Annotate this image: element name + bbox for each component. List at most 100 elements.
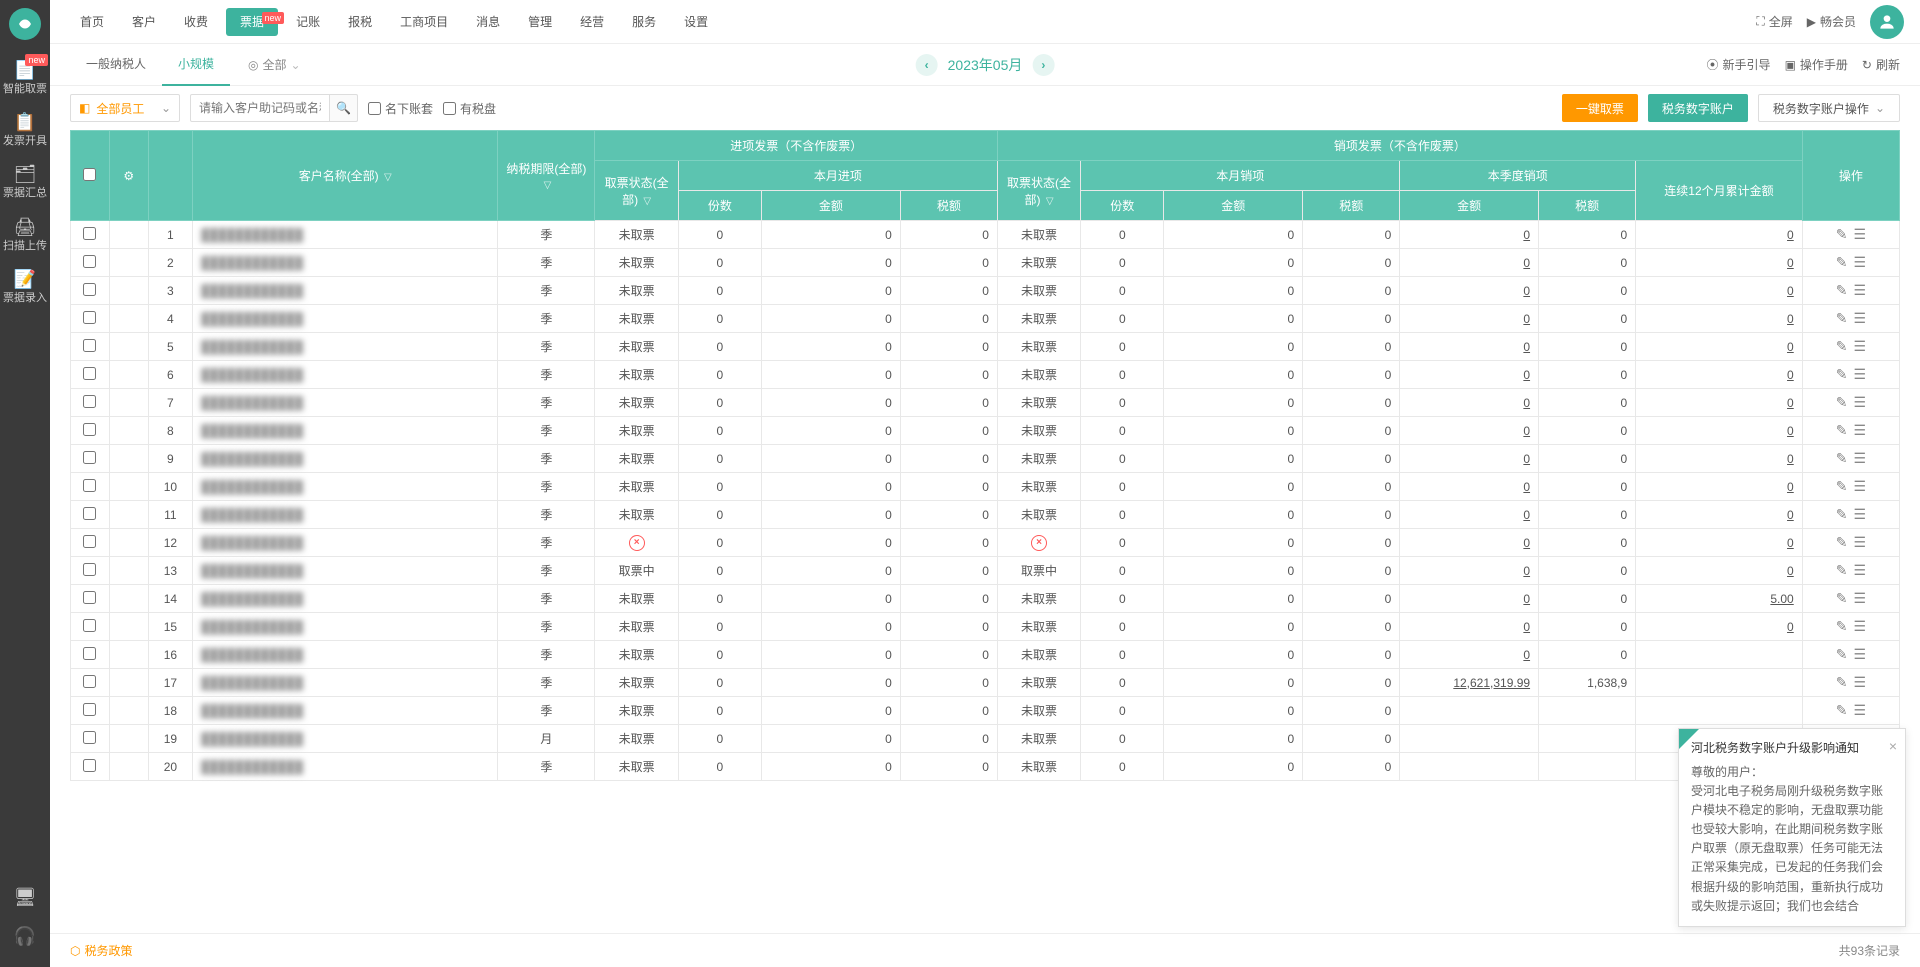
more-icon[interactable]: ☰ xyxy=(1853,422,1866,438)
row-checkbox[interactable] xyxy=(71,669,110,697)
more-icon[interactable]: ☰ xyxy=(1853,478,1866,494)
row-checkbox[interactable] xyxy=(71,501,110,529)
customer-name-cell[interactable]: ████████████ xyxy=(193,249,498,277)
tax-period-header[interactable]: 纳税期限(全部) ▽ xyxy=(498,131,595,221)
year-amount-link[interactable] xyxy=(1636,697,1803,725)
row-checkbox[interactable] xyxy=(71,305,110,333)
year-amount-link[interactable]: 0 xyxy=(1636,445,1803,473)
customer-name-cell[interactable]: ████████████ xyxy=(193,529,498,557)
more-icon[interactable]: ☰ xyxy=(1853,366,1866,382)
settings-column[interactable]: ⚙ xyxy=(109,131,148,221)
quarter-amount-link[interactable]: 0 xyxy=(1400,417,1539,445)
year-amount-link[interactable]: 0 xyxy=(1636,613,1803,641)
quarter-amount-link[interactable]: 12,621,319.99 xyxy=(1400,669,1539,697)
manual-link[interactable]: ▣ 操作手册 xyxy=(1785,56,1848,73)
next-month-button[interactable]: › xyxy=(1032,54,1054,76)
year-amount-link[interactable]: 0 xyxy=(1636,501,1803,529)
tab-小规模[interactable]: 小规模 xyxy=(162,44,230,86)
nav-管理[interactable]: 管理 xyxy=(514,0,566,44)
close-notification-icon[interactable]: × xyxy=(1889,735,1897,757)
app-logo[interactable] xyxy=(9,8,41,40)
customer-name-cell[interactable]: ████████████ xyxy=(193,389,498,417)
customer-name-cell[interactable]: ████████████ xyxy=(193,221,498,249)
year-amount-link[interactable]: 5.00 xyxy=(1636,585,1803,613)
row-checkbox[interactable] xyxy=(71,585,110,613)
edit-icon[interactable]: ✎ xyxy=(1836,310,1848,326)
tax-policy-link[interactable]: ⬡ 税务政策 xyxy=(70,942,133,959)
more-icon[interactable]: ☰ xyxy=(1853,618,1866,634)
year-amount-link[interactable]: 0 xyxy=(1636,277,1803,305)
customer-name-cell[interactable]: ████████████ xyxy=(193,305,498,333)
sidebar-bottom-icon[interactable]: 🖥 xyxy=(0,879,50,918)
customer-name-cell[interactable]: ████████████ xyxy=(193,501,498,529)
select-all-checkbox[interactable] xyxy=(71,131,110,221)
customer-name-header[interactable]: 客户名称(全部) ▽ xyxy=(193,131,498,221)
customer-name-cell[interactable]: ████████████ xyxy=(193,445,498,473)
row-checkbox[interactable] xyxy=(71,445,110,473)
sidebar-item-扫描上传[interactable]: 🖨扫描上传 xyxy=(0,209,50,261)
edit-icon[interactable]: ✎ xyxy=(1836,254,1848,270)
nav-记账[interactable]: 记账 xyxy=(282,0,334,44)
edit-icon[interactable]: ✎ xyxy=(1836,338,1848,354)
nav-收费[interactable]: 收费 xyxy=(170,0,222,44)
row-checkbox[interactable] xyxy=(71,753,110,781)
quarter-amount-link[interactable] xyxy=(1400,753,1539,781)
customer-search-input[interactable] xyxy=(190,94,330,122)
row-checkbox[interactable] xyxy=(71,389,110,417)
nav-客户[interactable]: 客户 xyxy=(118,0,170,44)
sidebar-item-智能取票[interactable]: 📄智能取票new xyxy=(0,52,50,104)
row-checkbox[interactable] xyxy=(71,697,110,725)
more-icon[interactable]: ☰ xyxy=(1853,646,1866,662)
nav-消息[interactable]: 消息 xyxy=(462,0,514,44)
employee-select[interactable]: ◧全部员工⌄ xyxy=(70,94,180,122)
quarter-amount-link[interactable] xyxy=(1400,725,1539,753)
year-amount-link[interactable]: 0 xyxy=(1636,361,1803,389)
edit-icon[interactable]: ✎ xyxy=(1836,534,1848,550)
quarter-amount-link[interactable]: 0 xyxy=(1400,305,1539,333)
quarter-amount-link[interactable]: 0 xyxy=(1400,445,1539,473)
quarter-amount-link[interactable]: 0 xyxy=(1400,333,1539,361)
more-icon[interactable]: ☰ xyxy=(1853,226,1866,242)
nav-服务[interactable]: 服务 xyxy=(618,0,670,44)
sidebar-item-发票开具[interactable]: 📋发票开具 xyxy=(0,104,50,156)
year-amount-link[interactable]: 0 xyxy=(1636,557,1803,585)
nav-设置[interactable]: 设置 xyxy=(670,0,722,44)
more-icon[interactable]: ☰ xyxy=(1853,562,1866,578)
year-amount-link[interactable]: 0 xyxy=(1636,417,1803,445)
edit-icon[interactable]: ✎ xyxy=(1836,646,1848,662)
quarter-amount-link[interactable]: 0 xyxy=(1400,585,1539,613)
nav-经营[interactable]: 经营 xyxy=(566,0,618,44)
sidebar-item-票据录入[interactable]: 📝票据录入 xyxy=(0,261,50,313)
edit-icon[interactable]: ✎ xyxy=(1836,282,1848,298)
edit-icon[interactable]: ✎ xyxy=(1836,450,1848,466)
out-status-header[interactable]: 取票状态(全部) ▽ xyxy=(997,161,1080,221)
more-icon[interactable]: ☰ xyxy=(1853,254,1866,270)
search-button[interactable]: 🔍 xyxy=(330,94,358,122)
customer-name-cell[interactable]: ████████████ xyxy=(193,277,498,305)
edit-icon[interactable]: ✎ xyxy=(1836,506,1848,522)
customer-name-cell[interactable]: ████████████ xyxy=(193,585,498,613)
prev-month-button[interactable]: ‹ xyxy=(916,54,938,76)
nav-票据[interactable]: 票据new xyxy=(226,8,278,36)
row-checkbox[interactable] xyxy=(71,333,110,361)
row-checkbox[interactable] xyxy=(71,277,110,305)
quarter-amount-link[interactable]: 0 xyxy=(1400,473,1539,501)
more-icon[interactable]: ☰ xyxy=(1853,310,1866,326)
more-icon[interactable]: ☰ xyxy=(1853,338,1866,354)
edit-icon[interactable]: ✎ xyxy=(1836,618,1848,634)
nav-首页[interactable]: 首页 xyxy=(66,0,118,44)
year-amount-link[interactable]: 0 xyxy=(1636,473,1803,501)
edit-icon[interactable]: ✎ xyxy=(1836,590,1848,606)
more-icon[interactable]: ☰ xyxy=(1853,590,1866,606)
quarter-amount-link[interactable]: 0 xyxy=(1400,501,1539,529)
year-amount-link[interactable] xyxy=(1636,669,1803,697)
period-label[interactable]: 2023年05月 xyxy=(948,55,1023,75)
more-icon[interactable]: ☰ xyxy=(1853,506,1866,522)
has-disk-checkbox[interactable]: 有税盘 xyxy=(443,100,496,117)
row-checkbox[interactable] xyxy=(71,613,110,641)
quarter-amount-link[interactable]: 0 xyxy=(1400,277,1539,305)
more-icon[interactable]: ☰ xyxy=(1853,674,1866,690)
row-checkbox[interactable] xyxy=(71,361,110,389)
edit-icon[interactable]: ✎ xyxy=(1836,478,1848,494)
customer-name-cell[interactable]: ████████████ xyxy=(193,725,498,753)
